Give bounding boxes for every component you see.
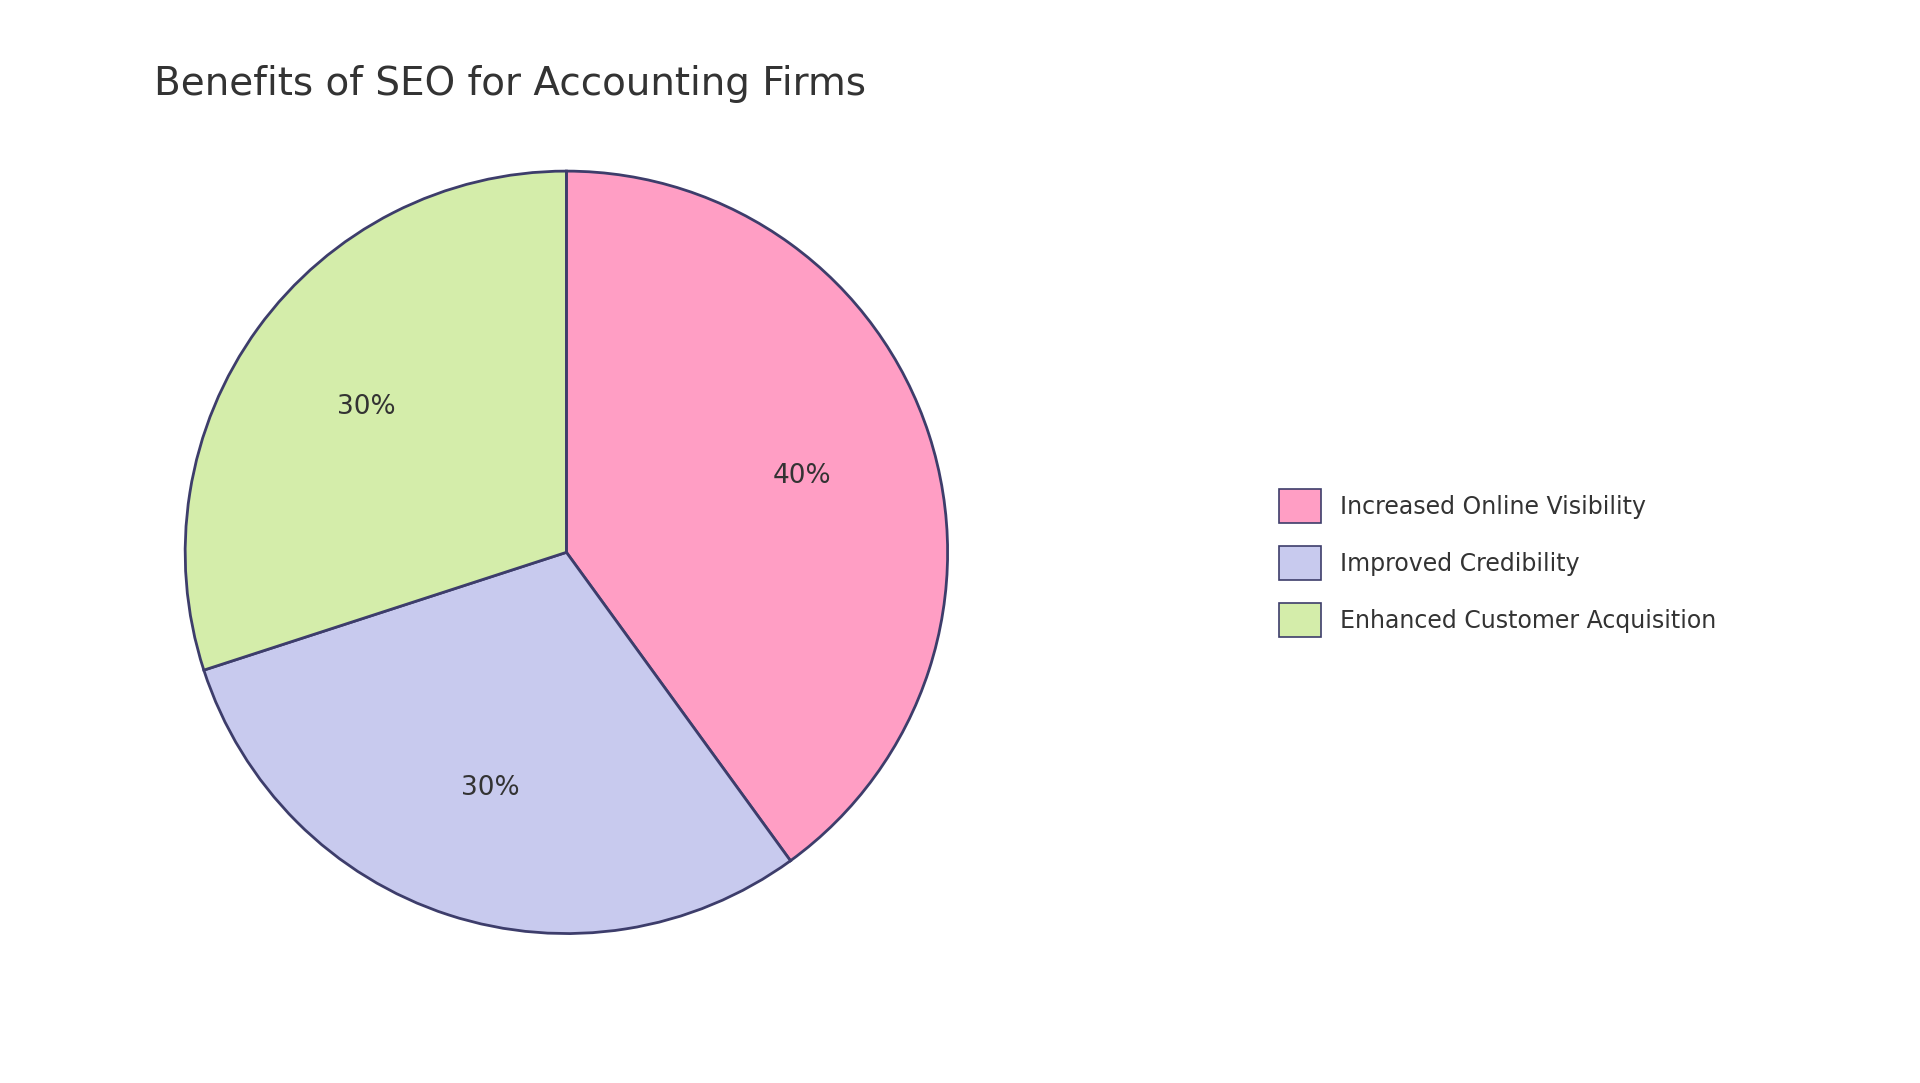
Text: Benefits of SEO for Accounting Firms: Benefits of SEO for Accounting Firms xyxy=(154,65,866,103)
Text: 40%: 40% xyxy=(772,462,831,488)
Wedge shape xyxy=(204,552,791,934)
Text: 30%: 30% xyxy=(336,394,396,420)
Wedge shape xyxy=(566,171,948,861)
Text: 30%: 30% xyxy=(461,775,518,801)
Wedge shape xyxy=(184,171,566,670)
Legend: Increased Online Visibility, Improved Credibility, Enhanced Customer Acquisition: Increased Online Visibility, Improved Cr… xyxy=(1256,466,1740,661)
